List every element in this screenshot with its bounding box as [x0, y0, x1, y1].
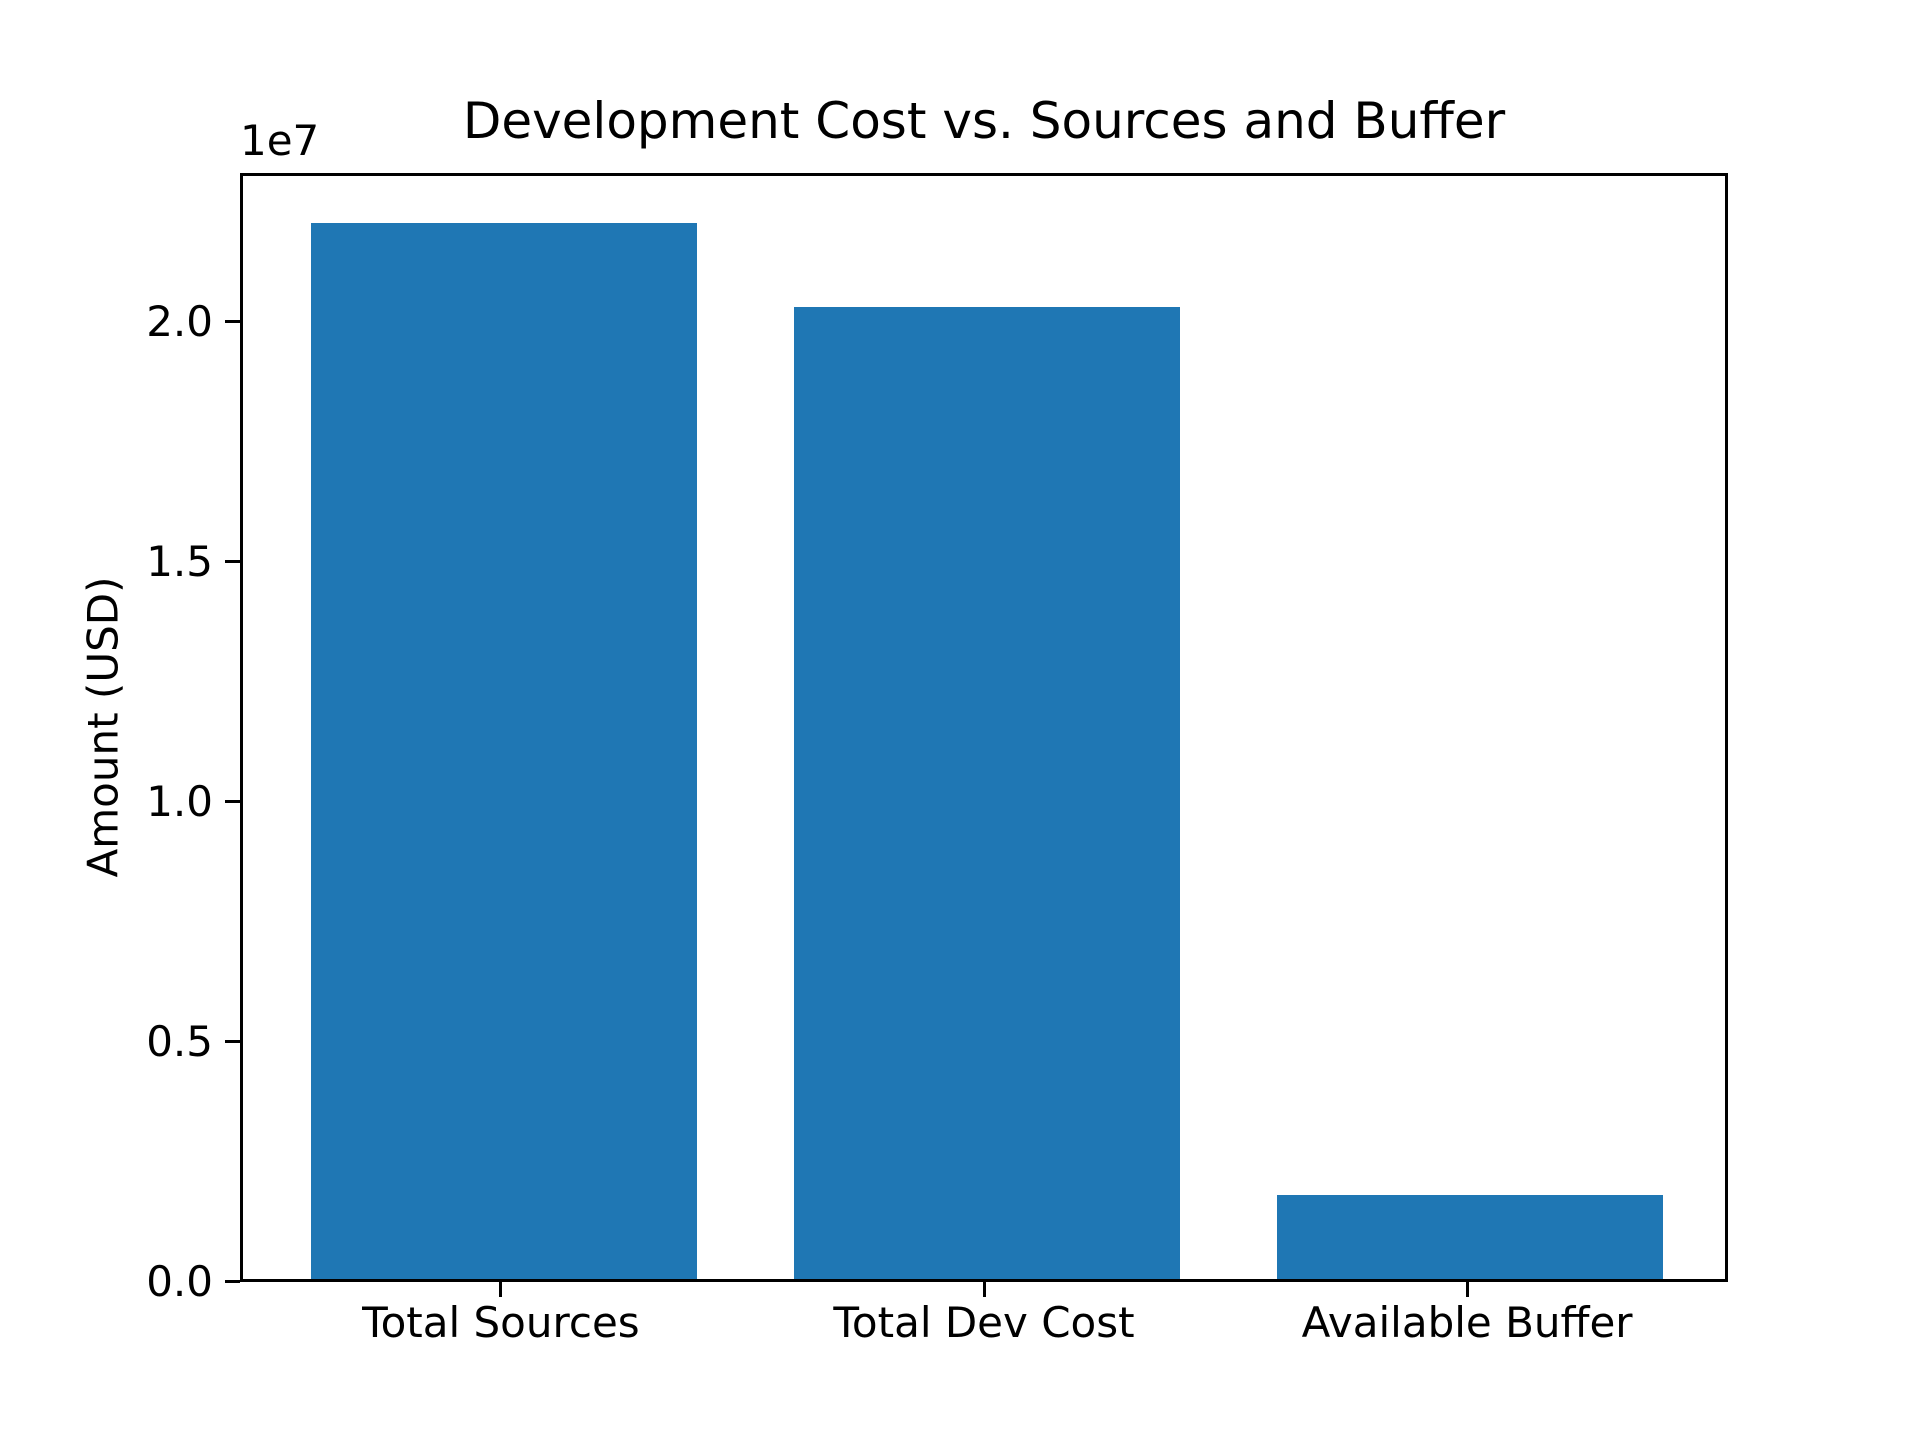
y-tick-mark	[225, 1280, 240, 1284]
plot-area	[240, 173, 1728, 1282]
y-tick-mark	[225, 560, 240, 564]
bars-container	[243, 176, 1725, 1279]
y-tick-label: 2.0	[146, 296, 213, 346]
y-tick-mark	[225, 320, 240, 324]
bar-total-dev-cost	[793, 307, 1181, 1279]
chart-title: Development Cost vs. Sources and Buffer	[462, 92, 1506, 150]
y-axis-label: Amount (USD)	[78, 576, 128, 878]
y-tick-label: 1.5	[146, 536, 213, 586]
x-tick-mark	[499, 1281, 503, 1297]
x-tick-mark	[982, 1281, 986, 1297]
x-tick-label: Available Buffer	[1301, 1297, 1633, 1347]
y-tick-label: 0.0	[146, 1256, 213, 1306]
y-tick-label: 1.0	[146, 776, 213, 826]
y-tick-mark	[225, 1040, 240, 1044]
y-axis-offset-label: 1e7	[240, 116, 320, 165]
y-tick-mark	[225, 800, 240, 804]
x-tick-label: Total Dev Cost	[833, 1297, 1135, 1347]
bar-available-buffer	[1276, 1195, 1664, 1279]
y-tick-label: 0.5	[146, 1016, 213, 1066]
x-tick-mark	[1465, 1281, 1469, 1297]
bar-total-sources	[310, 223, 698, 1279]
x-tick-label: Total Sources	[362, 1297, 640, 1347]
